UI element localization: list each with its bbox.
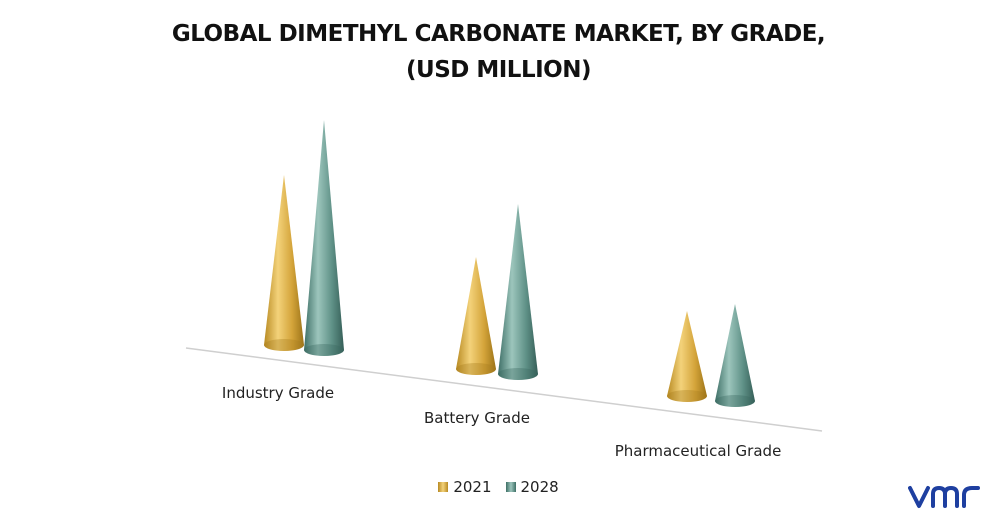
cone-base: [456, 363, 496, 375]
cone-industry-grade-2021: [264, 175, 304, 351]
cone-industry-grade-2028: [304, 120, 344, 356]
cone-pharmaceutical-grade-2028: [715, 304, 755, 407]
chart-title-line-1: GLOBAL DIMETHYL CARBONATE MARKET, BY GRA…: [171, 21, 826, 47]
cone-body: [667, 311, 707, 402]
cone-base: [715, 395, 755, 407]
vmr-logo: [908, 486, 980, 508]
cone-battery-grade-2028: [498, 204, 538, 380]
cone-battery-grade-2021: [456, 257, 496, 375]
cone-body: [498, 204, 538, 380]
legend-item-2021: 2021: [438, 478, 492, 496]
chart-title: GLOBAL DIMETHYL CARBONATE MARKET, BY GRA…: [0, 16, 997, 88]
chart-cones: [264, 120, 755, 407]
chart-category-labels: Industry Grade Battery Grade Pharmaceutica…: [222, 384, 781, 460]
category-label: Pharmaceutical Grade: [615, 442, 782, 460]
cone-body: [456, 257, 496, 375]
legend-swatch-2028: [505, 482, 516, 492]
chart-floor-line: [185, 347, 823, 432]
cone-base: [304, 344, 344, 356]
cone-body: [715, 304, 755, 407]
category-label: Industry Grade: [222, 384, 334, 402]
cone-body: [304, 120, 344, 356]
category-label: Battery Grade: [424, 409, 530, 427]
cone-body: [264, 175, 304, 351]
cone-pharmaceutical-grade-2021: [667, 311, 707, 402]
legend-label-2021: 2021: [453, 478, 492, 496]
cone-base: [498, 368, 538, 380]
legend-label-2028: 2028: [520, 478, 559, 496]
chart-legend: 2021 2028: [0, 478, 997, 496]
legend-item-2028: 2028: [505, 478, 559, 496]
chart-title-line-2: (USD MILLION): [406, 57, 591, 83]
cone-base: [264, 339, 304, 351]
legend-swatch-2021: [438, 482, 449, 492]
cone-base: [667, 390, 707, 402]
